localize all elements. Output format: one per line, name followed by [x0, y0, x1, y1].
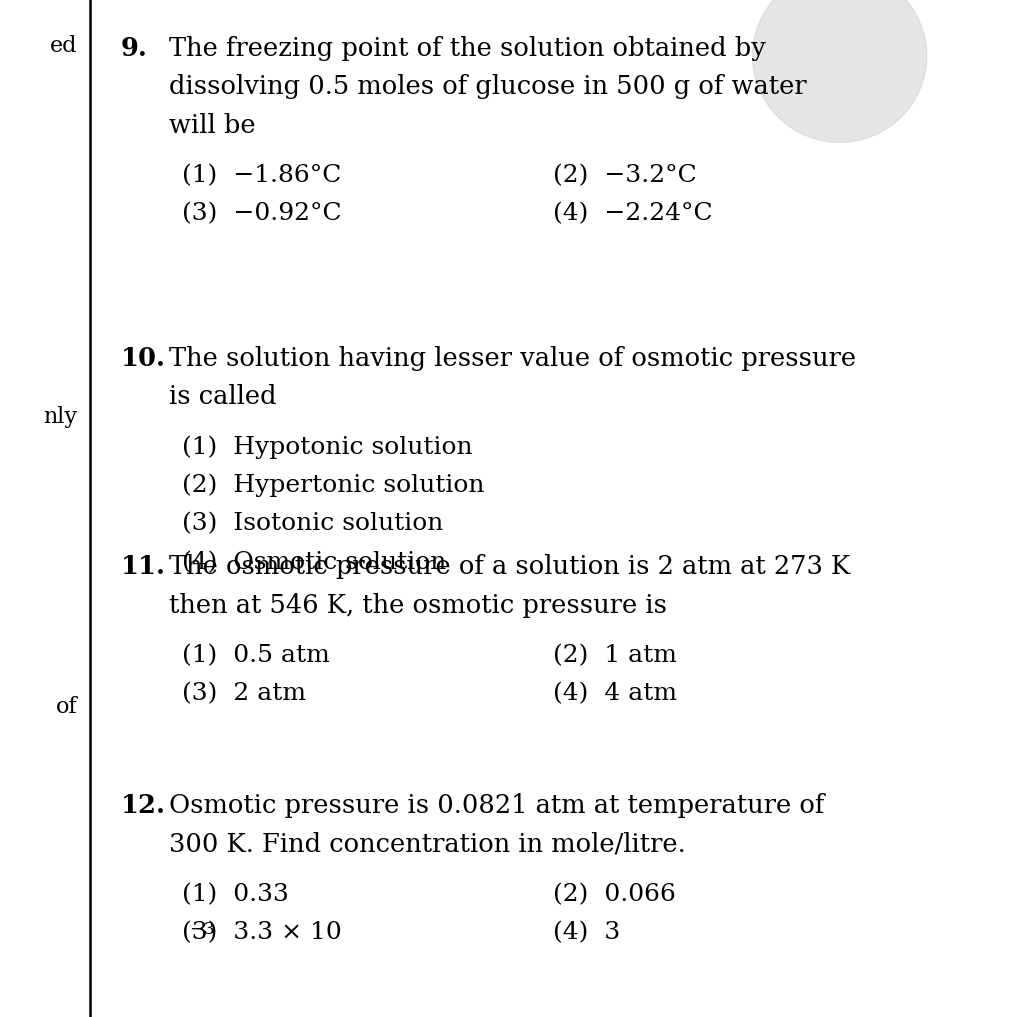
Text: 11.: 11. [121, 554, 166, 580]
Text: The freezing point of the solution obtained by: The freezing point of the solution obtai… [169, 36, 766, 61]
Text: 9.: 9. [121, 36, 147, 61]
Text: 10.: 10. [121, 346, 166, 371]
Text: −3: −3 [188, 921, 215, 939]
Text: (3)  2 atm: (3) 2 atm [182, 682, 306, 706]
Text: The osmotic pressure of a solution is 2 atm at 273 K: The osmotic pressure of a solution is 2 … [169, 554, 850, 580]
Text: (1)  Hypotonic solution: (1) Hypotonic solution [182, 435, 473, 459]
Text: (1)  −1.86°C: (1) −1.86°C [182, 164, 342, 187]
Text: nly: nly [44, 406, 78, 428]
Text: will be: will be [169, 113, 256, 138]
Text: (1)  0.33: (1) 0.33 [182, 883, 289, 906]
Text: (4)  −2.24°C: (4) −2.24°C [553, 202, 713, 226]
Text: (3)  −0.92°C: (3) −0.92°C [182, 202, 342, 226]
Text: (2)  Hypertonic solution: (2) Hypertonic solution [182, 474, 484, 497]
Text: dissolving 0.5 moles of glucose in 500 g of water: dissolving 0.5 moles of glucose in 500 g… [169, 74, 807, 100]
Circle shape [753, 0, 927, 142]
Text: (2)  1 atm: (2) 1 atm [553, 644, 677, 667]
Text: (2)  −3.2°C: (2) −3.2°C [553, 164, 696, 187]
Text: 300 K. Find concentration in mole/litre.: 300 K. Find concentration in mole/litre. [169, 832, 686, 857]
Text: (4)  3: (4) 3 [553, 921, 621, 945]
Text: (4)  4 atm: (4) 4 atm [553, 682, 677, 706]
Text: (3)  Isotonic solution: (3) Isotonic solution [182, 513, 443, 536]
Text: (1)  0.5 atm: (1) 0.5 atm [182, 644, 330, 667]
Text: is called: is called [169, 384, 276, 410]
Text: (2)  0.066: (2) 0.066 [553, 883, 676, 906]
Text: then at 546 K, the osmotic pressure is: then at 546 K, the osmotic pressure is [169, 593, 667, 618]
Text: (3)  3.3 × 10: (3) 3.3 × 10 [182, 921, 342, 945]
Text: The solution having lesser value of osmotic pressure: The solution having lesser value of osmo… [169, 346, 856, 371]
Text: Osmotic pressure is 0.0821 atm at temperature of: Osmotic pressure is 0.0821 atm at temper… [169, 793, 824, 819]
Text: 12.: 12. [121, 793, 166, 819]
Text: (4)  Osmotic solution: (4) Osmotic solution [182, 551, 446, 575]
Text: ed: ed [50, 35, 78, 57]
Text: of: of [56, 696, 78, 718]
